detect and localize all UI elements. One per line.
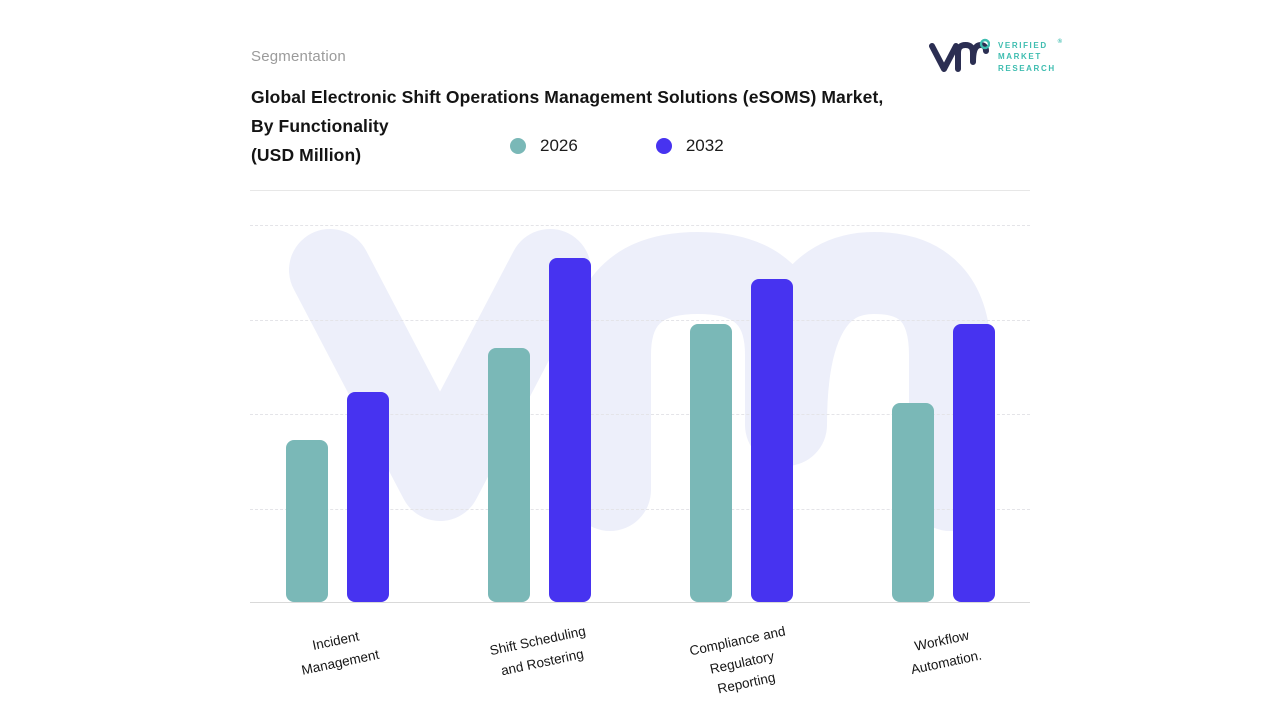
legend-item-2026: 2026 — [510, 136, 578, 156]
registered-mark: ® — [1057, 38, 1064, 45]
chart-title-line-1: Global Electronic Shift Operations Manag… — [251, 87, 884, 107]
x-axis-label-0: Incident Management — [299, 628, 380, 678]
bar-2032-category-2 — [751, 279, 793, 602]
x-axis-label-2: Compliance and Regulatory Reporting — [687, 623, 787, 697]
legend-swatch-2032 — [655, 138, 672, 154]
bar-group-2 — [690, 224, 793, 602]
bar-2032-category-1 — [549, 258, 591, 602]
bar-2026-category-0 — [286, 440, 328, 602]
bar-2026-category-2 — [690, 324, 732, 602]
x-axis-label-3: Workflow Automation. — [908, 627, 983, 677]
bar-group-0 — [286, 224, 389, 602]
brand-line-3: RESEARCH — [998, 63, 1056, 73]
x-axis-baseline — [250, 602, 1030, 603]
bar-2026-category-3 — [892, 403, 934, 602]
gridline-2 — [250, 414, 1030, 415]
chart-title-line-2: By Functionality — [251, 116, 389, 136]
legend-item-2032: 2032 — [655, 136, 724, 156]
brand-line-2: MARKET — [998, 52, 1042, 62]
bar-group-1 — [488, 224, 591, 602]
chart-title: Global Electronic Shift Operations Manag… — [251, 83, 1051, 170]
vmr-monogram-icon — [929, 38, 990, 72]
legend: 2026 2032 — [510, 136, 724, 156]
brand-logo: ® VERIFIED MARKET RESEARCH — [928, 38, 1064, 76]
bar-group-3 — [892, 224, 995, 602]
gridline-1 — [250, 319, 1030, 321]
header-divider — [250, 190, 1030, 191]
x-axis-label-1: Shift Scheduling and Rostering — [487, 623, 587, 678]
legend-swatch-2026 — [510, 138, 526, 154]
brand-wordmark: ® VERIFIED MARKET RESEARCH — [998, 38, 1064, 75]
bar-2026-category-1 — [488, 348, 530, 602]
brand-line-1: VERIFIED — [998, 40, 1048, 50]
plot-area — [250, 225, 1030, 603]
chart-title-line-3: (USD Million) — [251, 145, 362, 165]
legend-label-2026: 2026 — [540, 136, 578, 155]
gridline-0 — [250, 225, 1030, 226]
bar-2032-category-3 — [953, 324, 995, 602]
legend-label-2032: 2032 — [685, 136, 724, 155]
bar-2032-category-0 — [347, 392, 389, 602]
segmentation-label: Segmentation — [251, 48, 346, 65]
x-axis-labels: Incident Management Shift Scheduling and … — [250, 620, 1030, 710]
gridline-3 — [250, 508, 1030, 510]
